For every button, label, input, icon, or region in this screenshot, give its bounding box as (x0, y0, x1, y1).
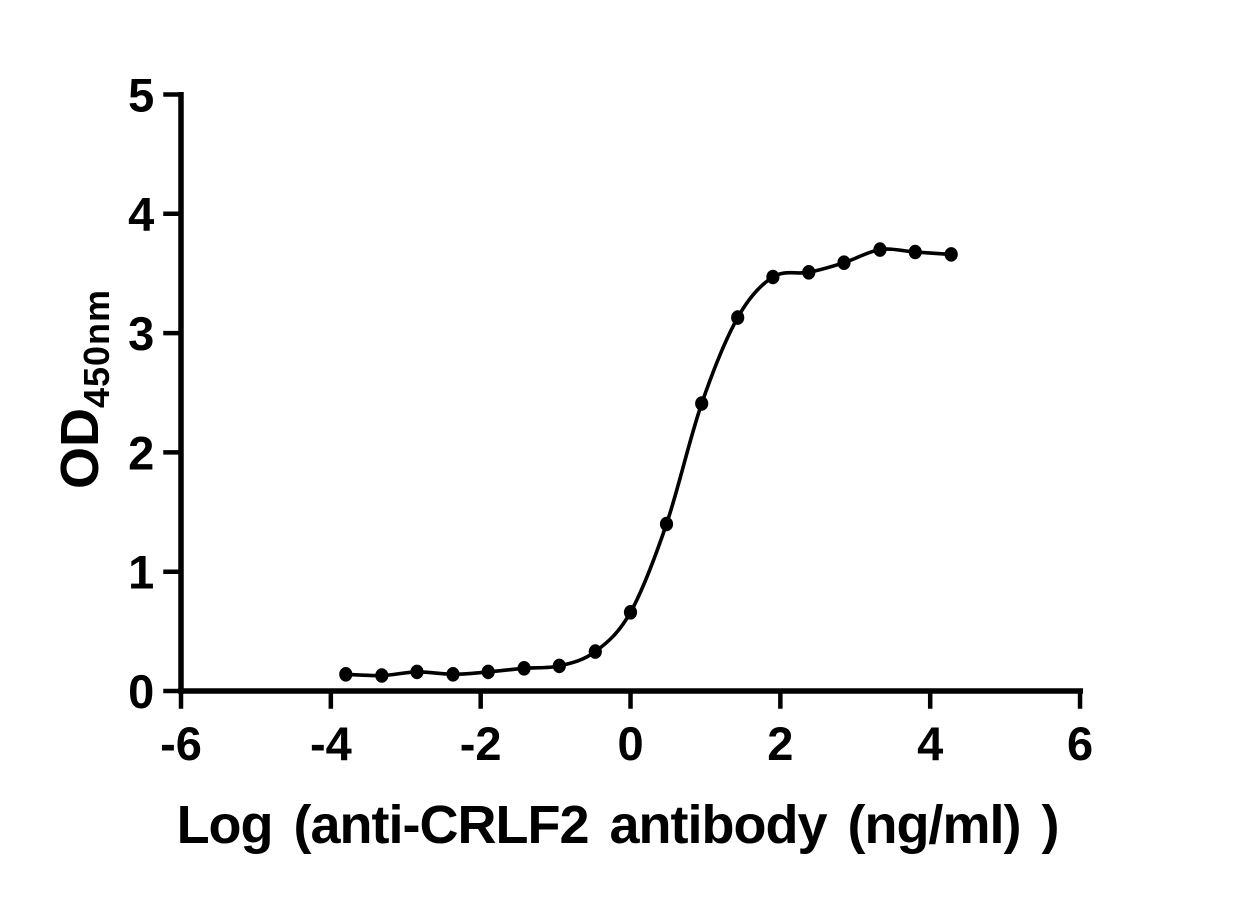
y-tick-label: 2 (128, 426, 154, 479)
data-point (873, 242, 887, 257)
data-point (481, 664, 495, 680)
data-point (410, 664, 424, 680)
data-point (517, 661, 531, 676)
y-tick-label: 1 (128, 546, 154, 599)
data-point (552, 658, 566, 674)
x-tick-label: 0 (617, 717, 643, 770)
data-point (339, 667, 353, 682)
data-point (837, 255, 851, 270)
y-axis-title: OD450nm (50, 288, 117, 490)
x-tick-label: 4 (917, 717, 943, 770)
data-point (944, 247, 958, 262)
data-point (588, 644, 602, 659)
data-point (623, 605, 638, 620)
y-tick-label: 0 (128, 665, 154, 718)
x-tick-label: 6 (1067, 717, 1093, 770)
x-axis-title: Log (anti-CRLF2 antibody (ng/ml) ) (176, 795, 1060, 855)
data-point (766, 269, 780, 285)
y-axis-title-main: OD (50, 408, 110, 490)
y-tick-label: 5 (128, 68, 154, 121)
data-point (446, 667, 460, 682)
y-tick-label: 4 (128, 188, 154, 241)
data-point (802, 265, 816, 280)
x-tick-label: -6 (160, 717, 202, 770)
x-tick-label: -4 (310, 717, 352, 770)
data-point (731, 310, 745, 325)
data-point (695, 396, 709, 411)
data-point (659, 516, 674, 532)
data-point (908, 244, 922, 260)
y-tick-label: 3 (128, 307, 154, 360)
x-tick-label: 2 (767, 717, 793, 770)
x-tick-label: -2 (460, 717, 502, 770)
data-point (375, 668, 389, 683)
y-axis-title-subscript: 450nm (76, 288, 117, 409)
fit-curve (344, 247, 953, 678)
